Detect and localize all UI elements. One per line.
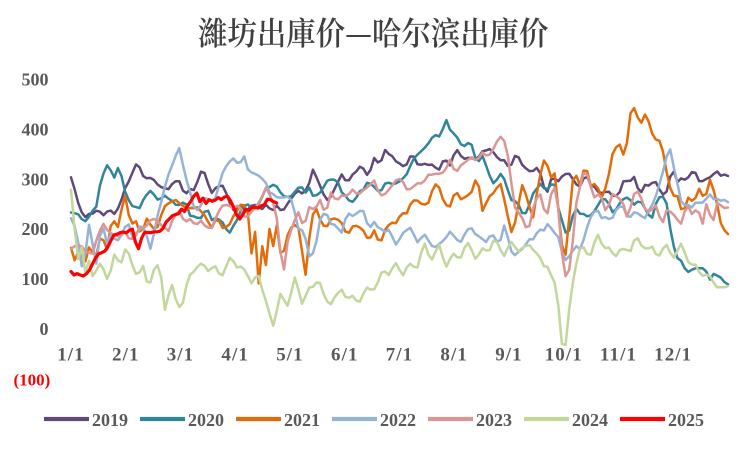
svg-text:1/1: 1/1 [57,344,85,365]
svg-text:8/1: 8/1 [440,344,468,365]
svg-text:100: 100 [22,269,49,289]
svg-text:2020: 2020 [188,410,224,430]
svg-text:6/1: 6/1 [331,344,359,365]
svg-text:(100): (100) [14,371,51,390]
svg-text:10/1: 10/1 [545,344,583,365]
svg-text:2021: 2021 [284,410,320,430]
svg-text:9/1: 9/1 [495,344,523,365]
svg-text:3/1: 3/1 [167,344,195,365]
svg-text:7/1: 7/1 [386,344,414,365]
svg-text:11/1: 11/1 [600,344,637,365]
svg-text:2023: 2023 [476,410,512,430]
svg-text:4/1: 4/1 [221,344,249,365]
svg-text:0: 0 [40,319,49,339]
svg-text:2/1: 2/1 [112,344,140,365]
svg-text:12/1: 12/1 [654,344,692,365]
svg-text:400: 400 [22,119,49,139]
svg-text:500: 500 [22,70,49,90]
svg-text:2025: 2025 [668,410,704,430]
svg-text:2019: 2019 [92,410,128,430]
svg-text:2022: 2022 [380,410,416,430]
svg-text:5/1: 5/1 [276,344,304,365]
svg-text:2024: 2024 [572,410,608,430]
svg-text:300: 300 [22,169,49,189]
svg-text:200: 200 [22,219,49,239]
